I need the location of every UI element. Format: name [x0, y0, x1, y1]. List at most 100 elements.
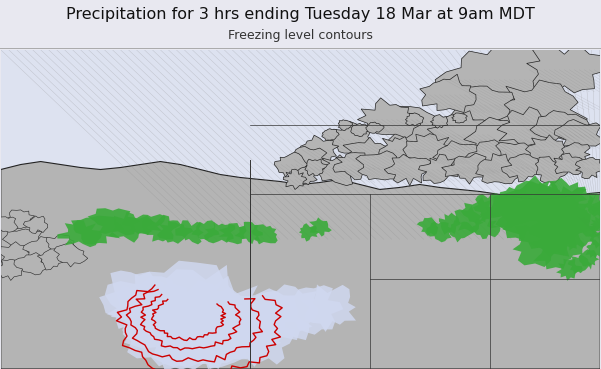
Polygon shape: [290, 146, 330, 173]
Polygon shape: [384, 154, 431, 186]
Polygon shape: [430, 114, 448, 128]
Polygon shape: [419, 74, 476, 113]
Polygon shape: [475, 154, 523, 184]
Polygon shape: [448, 220, 474, 242]
Polygon shape: [309, 217, 332, 237]
Polygon shape: [376, 106, 459, 154]
Polygon shape: [556, 259, 582, 281]
Polygon shape: [406, 113, 424, 126]
Polygon shape: [299, 223, 319, 242]
Polygon shape: [53, 242, 88, 267]
Polygon shape: [497, 107, 564, 149]
Polygon shape: [526, 44, 601, 94]
Polygon shape: [235, 222, 263, 244]
Polygon shape: [590, 231, 601, 249]
Polygon shape: [525, 135, 574, 165]
Polygon shape: [442, 153, 493, 184]
Polygon shape: [499, 186, 534, 215]
Polygon shape: [300, 284, 356, 332]
Polygon shape: [338, 120, 353, 131]
Polygon shape: [550, 186, 597, 224]
Polygon shape: [57, 220, 102, 247]
Polygon shape: [461, 197, 494, 225]
Polygon shape: [107, 284, 203, 349]
Polygon shape: [99, 270, 166, 329]
Polygon shape: [283, 169, 307, 190]
Polygon shape: [554, 153, 582, 175]
Polygon shape: [142, 215, 180, 242]
Polygon shape: [480, 198, 520, 228]
Polygon shape: [192, 220, 219, 241]
Polygon shape: [557, 216, 601, 251]
Polygon shape: [317, 155, 362, 186]
Polygon shape: [136, 280, 249, 369]
Polygon shape: [122, 214, 165, 235]
Polygon shape: [530, 111, 590, 143]
Polygon shape: [46, 234, 76, 255]
Polygon shape: [322, 129, 339, 140]
Polygon shape: [554, 120, 601, 148]
Polygon shape: [418, 154, 462, 183]
Polygon shape: [212, 288, 294, 355]
Polygon shape: [585, 239, 601, 259]
Polygon shape: [23, 237, 58, 262]
Polygon shape: [465, 140, 524, 175]
Polygon shape: [433, 141, 490, 175]
Polygon shape: [579, 249, 599, 270]
Polygon shape: [575, 158, 601, 179]
Polygon shape: [356, 151, 407, 180]
Polygon shape: [201, 301, 281, 363]
Polygon shape: [496, 80, 587, 145]
Polygon shape: [109, 212, 154, 243]
Polygon shape: [379, 137, 423, 165]
Polygon shape: [439, 213, 460, 235]
Polygon shape: [435, 41, 566, 111]
Polygon shape: [501, 154, 543, 182]
Polygon shape: [326, 121, 373, 157]
Polygon shape: [529, 229, 585, 269]
Polygon shape: [172, 276, 270, 359]
Polygon shape: [204, 222, 235, 243]
Polygon shape: [1, 242, 33, 265]
Polygon shape: [492, 194, 534, 226]
Polygon shape: [568, 255, 591, 274]
Polygon shape: [343, 137, 401, 170]
Polygon shape: [525, 190, 591, 240]
Polygon shape: [569, 206, 601, 237]
Polygon shape: [145, 323, 205, 369]
Polygon shape: [528, 182, 569, 213]
Polygon shape: [305, 159, 328, 176]
Polygon shape: [123, 299, 211, 366]
Polygon shape: [471, 215, 501, 239]
Polygon shape: [5, 210, 35, 229]
Polygon shape: [559, 143, 590, 168]
Polygon shape: [450, 86, 514, 122]
Polygon shape: [222, 308, 296, 367]
Polygon shape: [163, 311, 236, 369]
Polygon shape: [464, 117, 531, 159]
Polygon shape: [251, 224, 278, 244]
Polygon shape: [230, 291, 313, 345]
Polygon shape: [71, 215, 124, 245]
Polygon shape: [219, 223, 246, 244]
Polygon shape: [252, 284, 318, 340]
Polygon shape: [454, 206, 483, 233]
Polygon shape: [473, 193, 508, 220]
Polygon shape: [88, 208, 140, 235]
Polygon shape: [514, 181, 557, 210]
Polygon shape: [535, 156, 568, 183]
Polygon shape: [1, 259, 23, 280]
Polygon shape: [403, 134, 452, 165]
Polygon shape: [452, 113, 468, 123]
Polygon shape: [543, 201, 591, 240]
Polygon shape: [165, 290, 266, 369]
Polygon shape: [178, 318, 251, 369]
Polygon shape: [358, 98, 421, 138]
Polygon shape: [145, 265, 244, 349]
Polygon shape: [188, 286, 283, 355]
Polygon shape: [1, 217, 18, 232]
Polygon shape: [495, 200, 545, 240]
Polygon shape: [426, 222, 451, 242]
Polygon shape: [276, 285, 343, 335]
Polygon shape: [493, 175, 561, 225]
